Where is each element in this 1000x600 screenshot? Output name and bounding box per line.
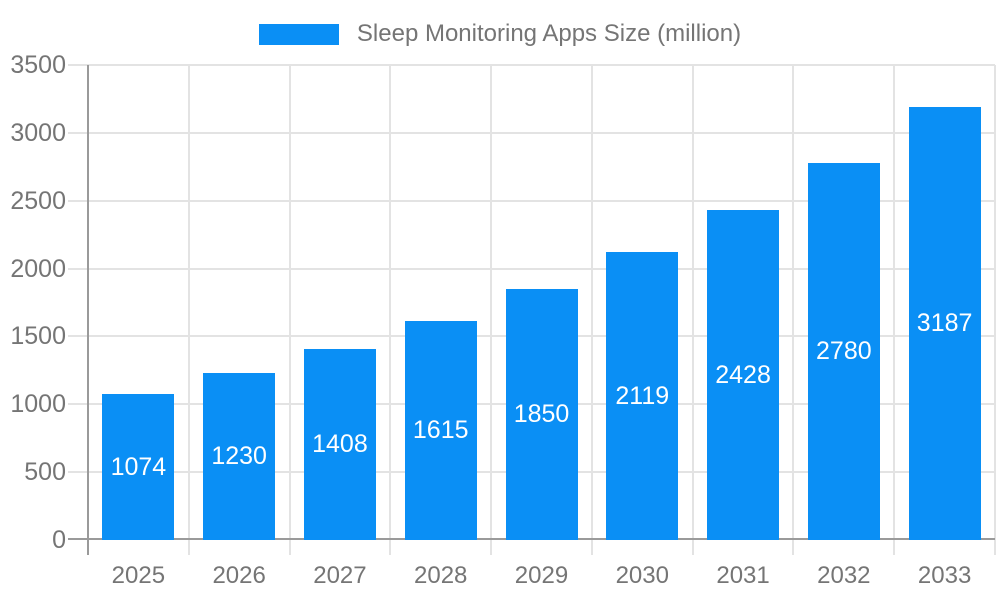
y-tick-label: 2000 [10,254,66,283]
y-tick-label: 1500 [10,322,66,351]
bar-value-label: 2428 [715,360,771,389]
bar-value-label: 1408 [312,429,368,458]
x-tick-label-2030: 2030 [615,562,669,589]
bar-2026[interactable]: 1230 [203,373,276,540]
bar-value-label: 1230 [211,442,267,471]
bar-value-label: 1074 [110,452,167,481]
y-tick-label: 0 [52,526,66,554]
x-gridline [389,65,392,555]
bar-2025[interactable]: 1074 [102,394,175,540]
x-gridline [288,65,291,555]
bar-2027[interactable]: 1408 [303,348,376,540]
y-axis-line [87,65,89,555]
x-tick-label-2025: 2025 [111,562,166,589]
bar-2028[interactable]: 1615 [404,320,477,540]
plot-area: 0 500 1000 1500 2000 2500 3000 3500 1074 2025 1230… [10,51,996,589]
y-gridline [68,131,995,134]
bar-value-label: 2780 [816,336,872,365]
x-tick-label-2029: 2029 [514,562,569,589]
bar-2030[interactable]: 2119 [606,252,679,540]
x-gridline [691,65,694,555]
bar-value-label: 1615 [412,415,469,444]
legend: Sleep Monitoring Apps Size (million) [0,20,1000,48]
y-tick-label: 3500 [10,51,66,79]
bar-value-label: 1850 [513,399,570,428]
x-gridline [590,65,593,555]
y-tick-label: 3000 [10,118,66,147]
legend-label: Sleep Monitoring Apps Size (million) [356,20,742,47]
legend-item[interactable]: Sleep Monitoring Apps Size (million) [258,20,742,48]
bar-2029[interactable]: 1850 [505,288,578,540]
y-tick-label: 2500 [10,186,66,215]
bar-value-label: 2119 [615,381,670,410]
bar-2032[interactable]: 2780 [807,162,880,540]
y-tick-label: 1000 [10,390,66,419]
x-tick-label-2032: 2032 [817,562,871,589]
bar-value-label: 3187 [916,309,973,338]
x-tick-label-2026: 2026 [212,562,266,589]
x-tick-label-2028: 2028 [414,562,468,589]
y-gridline [68,267,995,270]
x-gridline [792,65,795,555]
x-tick-label-2027: 2027 [313,562,367,589]
x-gridline [994,65,996,555]
y-tick-label: 500 [24,458,66,487]
legend-swatch [258,23,339,45]
x-gridline [490,65,493,555]
y-gridline [68,199,995,202]
bar-2031[interactable]: 2428 [707,210,780,540]
x-tick-label-2031: 2031 [716,562,770,589]
y-gridline [68,64,995,67]
bar-2033[interactable]: 3187 [908,107,981,540]
x-gridline [893,65,896,555]
x-tick-label-2033: 2033 [917,562,972,589]
x-gridline [187,65,190,555]
